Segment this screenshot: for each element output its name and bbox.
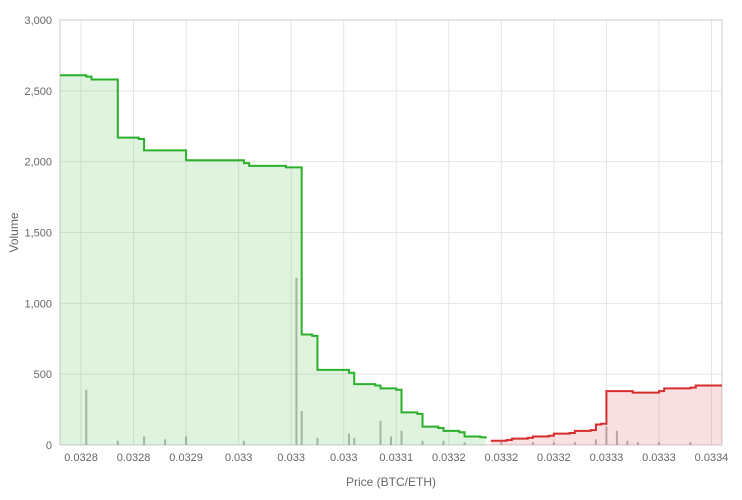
svg-text:0.033: 0.033 bbox=[330, 452, 358, 464]
svg-text:1,500: 1,500 bbox=[24, 228, 52, 240]
svg-text:0.0333: 0.0333 bbox=[590, 452, 624, 464]
svg-text:0.0332: 0.0332 bbox=[537, 452, 571, 464]
svg-text:0.0331: 0.0331 bbox=[379, 452, 413, 464]
svg-text:0.0328: 0.0328 bbox=[117, 452, 151, 464]
svg-text:2,000: 2,000 bbox=[24, 157, 52, 169]
svg-text:0.033: 0.033 bbox=[277, 452, 305, 464]
svg-text:500: 500 bbox=[34, 369, 52, 381]
svg-text:0.0332: 0.0332 bbox=[485, 452, 519, 464]
svg-text:0.0332: 0.0332 bbox=[432, 452, 466, 464]
y-axis-label: Volume bbox=[7, 212, 21, 252]
svg-text:0.033: 0.033 bbox=[225, 452, 253, 464]
chart-svg: 0.0328 0.0328 0.0329 0.033 0.033 0.033 0.0331 0… bbox=[0, 0, 742, 500]
svg-text:0.0328: 0.0328 bbox=[64, 452, 98, 464]
svg-text:3,000: 3,000 bbox=[24, 15, 52, 27]
svg-text:2,500: 2,500 bbox=[24, 86, 52, 98]
svg-text:0.0333: 0.0333 bbox=[642, 452, 676, 464]
svg-text:1,000: 1,000 bbox=[24, 298, 52, 310]
x-axis-label: Price (BTC/ETH) bbox=[346, 475, 436, 489]
svg-text:0.0329: 0.0329 bbox=[169, 452, 203, 464]
svg-text:0: 0 bbox=[46, 440, 52, 452]
svg-text:0.0334: 0.0334 bbox=[695, 452, 729, 464]
depth-chart: 0.0328 0.0328 0.0329 0.033 0.033 0.033 0.0331 0… bbox=[0, 0, 742, 500]
